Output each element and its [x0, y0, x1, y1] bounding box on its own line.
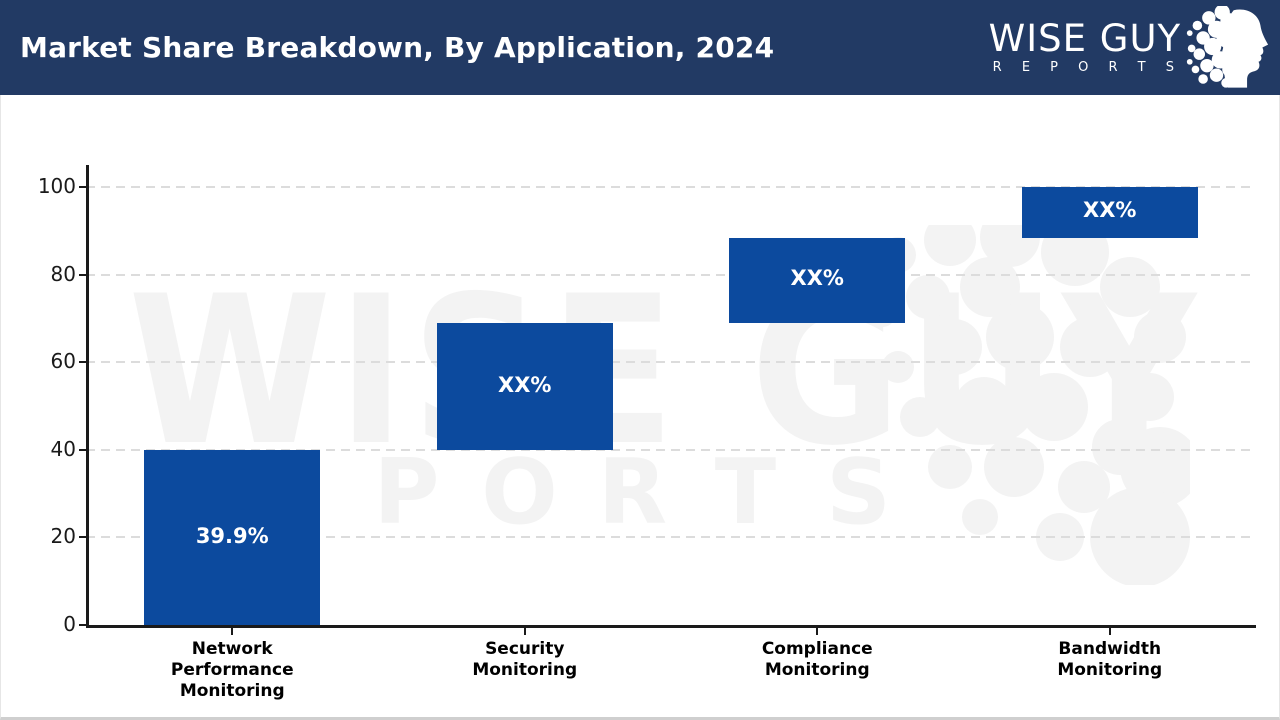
- bar-value-label: XX%: [790, 266, 844, 291]
- wise-guy-reports-logo: WISE GUY R E P O R T S: [989, 6, 1270, 88]
- gridline-80: [86, 273, 1256, 276]
- y-tick-mark: [79, 273, 86, 276]
- y-tick-mark: [79, 361, 86, 364]
- watermark-dotted-head-icon: [871, 225, 1190, 585]
- bar-2: [729, 237, 906, 323]
- x-tick-mark: [1108, 628, 1111, 635]
- y-tick-label: 0: [63, 612, 76, 636]
- watermark-letter: R: [597, 440, 668, 545]
- x-tick-mark: [523, 628, 526, 635]
- x-tick-label: Compliance Monitoring: [761, 639, 873, 680]
- x-tick-label: Bandwidth Monitoring: [1057, 639, 1163, 680]
- y-tick-mark: [79, 448, 86, 451]
- gridline-40: [86, 448, 1256, 451]
- y-tick-label: 60: [50, 349, 76, 374]
- bar-value-label: XX%: [1083, 198, 1137, 223]
- x-tick-mark: [816, 628, 819, 635]
- x-tick-label: Network Performance Monitoring: [170, 639, 294, 701]
- x-tick-mark: [231, 628, 234, 635]
- y-tick-label: 100: [37, 174, 76, 198]
- y-tick-mark: [79, 624, 86, 626]
- bar-3: [1021, 187, 1198, 238]
- y-tick-mark: [79, 536, 86, 539]
- dotted-head-icon: [1186, 6, 1269, 88]
- y-tick-mark: [79, 186, 86, 188]
- bar-0: [144, 450, 321, 625]
- watermark-letter: P: [373, 440, 440, 545]
- watermark-letter: S: [826, 440, 891, 545]
- watermark-letter: T: [714, 440, 777, 545]
- y-tick-label: 80: [50, 261, 76, 286]
- chart-title: Market Share Breakdown, By Application, …: [20, 31, 775, 64]
- bar-value-label: 39.9%: [195, 523, 269, 548]
- watermark-letter: O: [481, 440, 558, 545]
- bar-value-label: XX%: [498, 372, 552, 397]
- header-bar: Market Share Breakdown, By Application, …: [0, 0, 1280, 95]
- gridline-60: [86, 361, 1256, 364]
- y-tick-label: 20: [50, 524, 76, 549]
- logo-text: WISE GUY R E P O R T S: [988, 16, 1182, 76]
- y-tick-label: 40: [50, 436, 76, 461]
- gridline-20: [86, 536, 1256, 539]
- x-axis-line: [86, 625, 1256, 628]
- logo-wordmark: WISE GUY: [988, 16, 1182, 60]
- y-axis-line: [86, 165, 89, 628]
- gridline-100: [86, 186, 1256, 188]
- logo-subtitle: R E P O R T S: [992, 60, 1182, 76]
- x-tick-label: Security Monitoring: [472, 639, 578, 680]
- bar-1: [436, 322, 613, 451]
